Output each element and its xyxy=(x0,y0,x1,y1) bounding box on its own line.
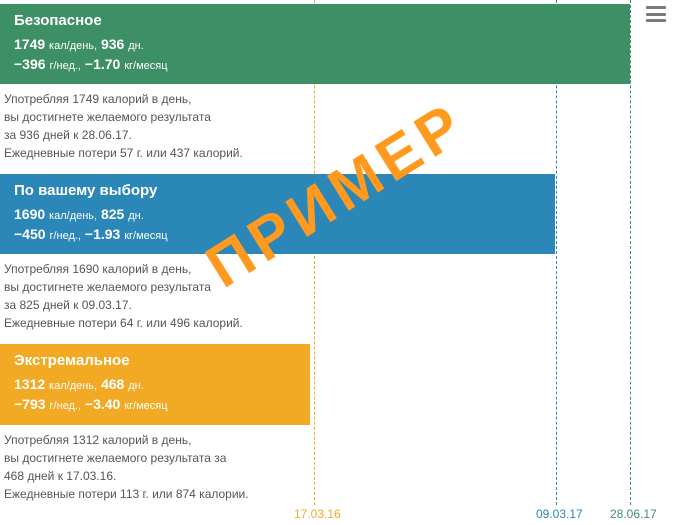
plan-stats: 1749 кал/день, 936 дн.−396 г/нед., −1.70… xyxy=(14,35,616,74)
plan-header: Безопасное 1749 кал/день, 936 дн.−396 г/н… xyxy=(0,4,630,84)
plan-stats: 1690 кал/день, 825 дн.−450 г/нед., −1.93… xyxy=(14,205,541,244)
plan-description: Употребляя 1690 калорий в день,вы достиг… xyxy=(0,254,678,340)
plan-title: Безопасное xyxy=(14,12,616,29)
plans-container: Безопасное 1749 кал/день, 936 дн.−396 г/н… xyxy=(0,0,678,511)
plan-block: По вашему выбору 1690 кал/день, 825 дн.−4… xyxy=(0,174,678,340)
plan-stats: 1312 кал/день, 468 дн.−793 г/нед., −3.40… xyxy=(14,375,296,414)
plan-title: По вашему выбору xyxy=(14,182,541,199)
plan-block: Экстремальное 1312 кал/день, 468 дн.−793 … xyxy=(0,344,678,510)
plan-header: По вашему выбору 1690 кал/день, 825 дн.−4… xyxy=(0,174,555,254)
plan-description: Употребляя 1312 калорий в день,вы достиг… xyxy=(0,425,678,511)
plan-description: Употребляя 1749 калорий в день,вы достиг… xyxy=(0,84,678,170)
plan-header: Экстремальное 1312 кал/день, 468 дн.−793 … xyxy=(0,344,310,424)
plan-title: Экстремальное xyxy=(14,352,296,369)
plan-block: Безопасное 1749 кал/день, 936 дн.−396 г/н… xyxy=(0,4,678,170)
